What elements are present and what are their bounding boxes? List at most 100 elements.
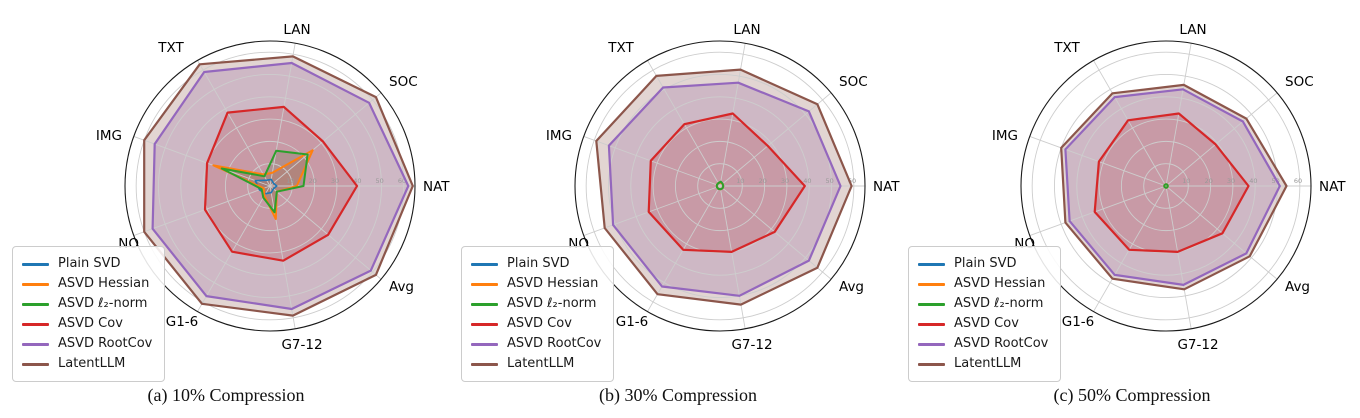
legend-box-b: Plain SVD ASVD Hessian ASVD ℓ₂-norm ASVD Co…: [461, 246, 615, 382]
radial-tick-10: 10: [1182, 177, 1190, 185]
grid-ring-10: [697, 163, 743, 209]
outer-circle: [124, 40, 416, 332]
grid-spoke-g7-12: [1165, 185, 1192, 329]
grid-spoke-no: [583, 185, 721, 237]
series-asvd-norm-line: [715, 180, 725, 191]
legend-label: ASVD RootCov: [507, 336, 602, 351]
outer-circle: [574, 40, 866, 332]
legend-swatch: [471, 302, 498, 306]
axis-label-img: IMG: [546, 128, 572, 144]
grid-ring-40: [630, 96, 810, 276]
legend-swatch: [22, 342, 49, 346]
radial-tick-60: 60: [1294, 177, 1302, 185]
legend-label: ASVD Cov: [58, 316, 123, 331]
grid-ring-20: [1120, 140, 1212, 232]
legend-item-asvd-norm: ASVD ℓ₂-norm: [471, 294, 601, 314]
axis-label-soc: SOC: [839, 74, 868, 90]
radial-tick-40: 40: [353, 177, 361, 185]
legend-item-asvd-norm: ASVD ℓ₂-norm: [918, 294, 1048, 314]
grid-ring-30: [202, 118, 338, 254]
axis-label-lan: LAN: [1179, 22, 1206, 38]
axis-label-g1-6: G1-6: [166, 314, 199, 330]
grid-spoke-lan: [269, 43, 296, 187]
grid-spoke-g1-6: [197, 185, 271, 312]
radial-tick-60: 60: [848, 177, 856, 185]
axis-label-nat: NAT: [423, 179, 450, 195]
grid-ring-60: [585, 51, 855, 321]
grid-spoke-img: [133, 135, 271, 187]
radial-tick-20: 20: [1205, 177, 1213, 185]
legend-label: ASVD Hessian: [507, 276, 599, 291]
series-latentllm-line: [143, 55, 414, 317]
radar-subplot-a: 10 20 30 40 50 60 LAN SOC NAT Avg G7-12 G1-6 NO IMG TX…: [0, 0, 452, 418]
grid-spoke-soc: [269, 92, 382, 187]
axis-label-txt: TXT: [1053, 40, 1080, 56]
legend-item-asvd-rootcov: ASVD RootCov: [22, 334, 152, 354]
grid-spoke-no: [1029, 185, 1167, 237]
legend-label: Plain SVD: [507, 256, 570, 271]
legend-label: ASVD ℓ₂-norm: [954, 296, 1044, 311]
grid-spoke-txt: [1093, 60, 1167, 187]
legend-label: LatentLLM: [58, 356, 126, 371]
grid-ring-10: [1143, 163, 1189, 209]
grid-ring-20: [224, 140, 316, 232]
legend-label: ASVD Cov: [507, 316, 572, 331]
legend-item-asvd-cov: ASVD Cov: [918, 314, 1048, 334]
axis-label-nat: NAT: [873, 179, 900, 195]
legend-item-asvd-hessian: ASVD Hessian: [22, 274, 152, 294]
legend-label: LatentLLM: [954, 356, 1022, 371]
legend-swatch: [918, 262, 945, 266]
legend-item-plain-svd: Plain SVD: [918, 254, 1048, 274]
grid-ring-60: [135, 51, 405, 321]
legend-swatch: [471, 282, 498, 286]
legend-swatch: [22, 322, 49, 326]
legend-item-asvd-norm: ASVD ℓ₂-norm: [22, 294, 152, 314]
legend-label: ASVD Hessian: [58, 276, 150, 291]
axis-label-img: IMG: [992, 128, 1018, 144]
grid-ring-40: [180, 96, 360, 276]
legend-item-asvd-cov: ASVD Cov: [471, 314, 601, 334]
grid-spoke-no: [133, 185, 271, 237]
radial-tick-60: 60: [398, 177, 406, 185]
grid-ring-40: [1076, 96, 1256, 276]
legend-swatch: [471, 322, 498, 326]
radar-chart-b: 10 20 30 40 50 60LANSOCNATAvgG7-12G1-6NOIMGTX…: [546, 22, 900, 353]
series-latentllm-line: [1060, 83, 1288, 291]
legend-item-latentllm: LatentLLM: [918, 354, 1048, 374]
radial-tick-50: 50: [826, 177, 834, 185]
legend-item-latentllm: LatentLLM: [471, 354, 601, 374]
axis-label-g7-12: G7-12: [281, 337, 322, 353]
legend-item-latentllm: LatentLLM: [22, 354, 152, 374]
grid-spoke-txt: [647, 60, 721, 187]
grid-spoke-txt: [197, 60, 271, 187]
series-asvd-cov-line: [647, 112, 806, 253]
grid-ring-20: [674, 140, 766, 232]
axis-label-lan: LAN: [283, 22, 310, 38]
grid-ring-50: [608, 74, 832, 298]
series-asvd-norm-fill: [221, 150, 308, 213]
caption-a: (a) 10% Compression: [147, 385, 305, 405]
legend-swatch: [22, 262, 49, 266]
radial-tick-20: 20: [309, 177, 317, 185]
axis-label-g1-6: G1-6: [1062, 314, 1095, 330]
axis-label-img: IMG: [96, 128, 122, 144]
legend-swatch: [918, 282, 945, 286]
radar-subplot-b: 10 20 30 40 50 60 LAN SOC NAT Avg G7-12 G1-6 NO IMG TX…: [452, 0, 904, 418]
axis-label-avg: Avg: [1285, 279, 1310, 295]
legend-swatch: [471, 342, 498, 346]
legend-swatch: [471, 262, 498, 266]
grid-spoke-soc: [719, 92, 832, 187]
legend-swatch: [918, 302, 945, 306]
polar-grid: [1029, 43, 1311, 329]
grid-ring-60: [1031, 51, 1301, 321]
legend-swatch: [22, 302, 49, 306]
axis-label-avg: Avg: [389, 279, 414, 295]
legend-label: ASVD RootCov: [58, 336, 153, 351]
legend-box-a: Plain SVD ASVD Hessian ASVD ℓ₂-norm ASVD Co…: [12, 246, 166, 382]
outer-circle: [1020, 40, 1312, 332]
series-asvd-cov-line: [1093, 112, 1250, 253]
legend-label: ASVD ℓ₂-norm: [58, 296, 148, 311]
legend-swatch: [918, 322, 945, 326]
radial-tick-10: 10: [736, 177, 744, 185]
